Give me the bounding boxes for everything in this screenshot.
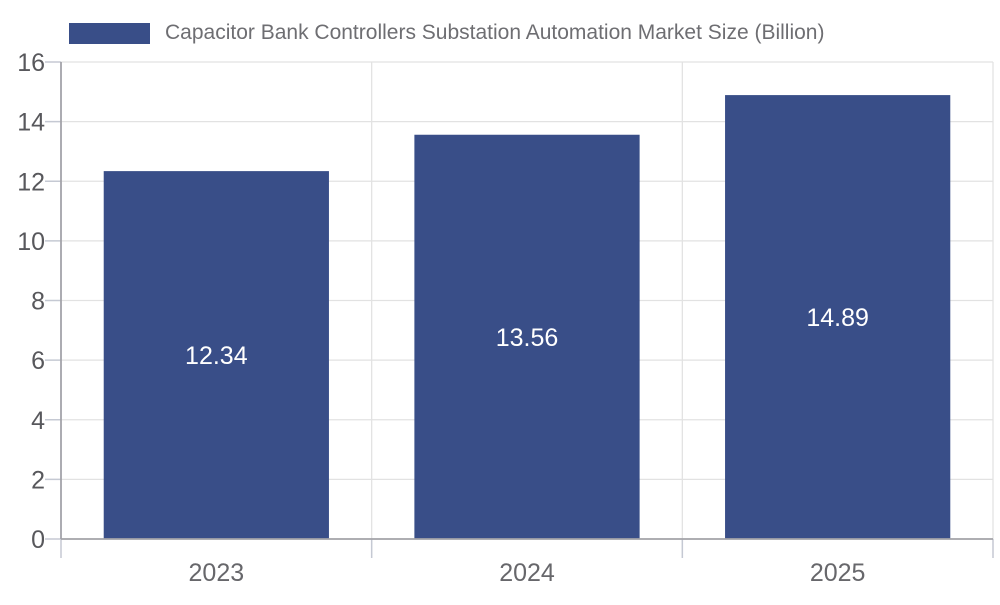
y-tick-label: 10	[17, 228, 45, 256]
legend-swatch	[69, 22, 150, 44]
y-tick-label: 6	[31, 347, 45, 375]
y-tick-label: 4	[31, 407, 45, 435]
y-tick-label: 8	[31, 288, 45, 316]
bar	[103, 171, 329, 539]
bar-value-label: 14.89	[806, 304, 869, 332]
y-tick-label: 0	[31, 526, 45, 554]
x-category-label: 2025	[810, 559, 866, 587]
bar	[414, 134, 640, 539]
y-tick-label: 2	[31, 466, 45, 494]
chart-legend: Capacitor Bank Controllers Substation Au…	[69, 21, 824, 45]
x-category-label: 2024	[499, 559, 555, 587]
y-tick-label: 12	[17, 168, 45, 196]
legend-label: Capacitor Bank Controllers Substation Au…	[165, 21, 825, 44]
y-tick-label: 14	[17, 109, 45, 137]
y-tick-label: 16	[17, 49, 45, 77]
bar-value-label: 13.56	[496, 324, 559, 352]
bar-value-label: 12.34	[185, 342, 248, 370]
bar	[725, 95, 951, 540]
x-category-label: 2023	[189, 559, 245, 587]
